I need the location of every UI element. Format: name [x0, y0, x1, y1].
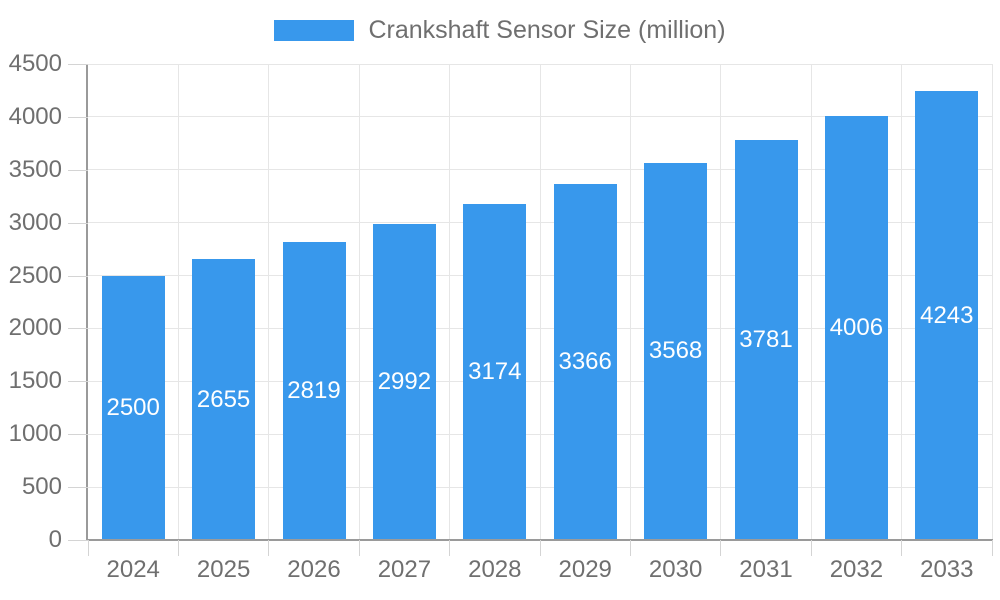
x-axis-label: 2033	[920, 556, 974, 583]
bar-value-label: 3568	[648, 337, 703, 365]
y-axis-label: 1000	[8, 420, 62, 448]
x-tick	[358, 540, 360, 556]
y-tick	[68, 116, 88, 118]
bar-2024[interactable]: 2500	[101, 275, 165, 540]
x-axis-label: 2032	[829, 556, 884, 583]
legend[interactable]: Crankshaft Sensor Size (million)	[0, 8, 1000, 52]
x-tick	[87, 540, 89, 556]
legend-swatch	[274, 19, 355, 41]
bar-2031[interactable]: 3781	[734, 140, 798, 540]
y-axis-line	[86, 64, 88, 541]
bar-value-label: 2655	[196, 385, 251, 413]
x-axis-label: 2024	[106, 556, 160, 583]
v-gridline	[991, 64, 993, 540]
plot-area: 2500 2655 2819 2992 3174 3366 3568 3781 4006 4243	[88, 63, 993, 540]
y-tick	[68, 222, 88, 224]
bar-value-label: 2992	[377, 367, 432, 395]
bar-2026[interactable]: 2819	[282, 241, 346, 540]
x-tick	[810, 540, 812, 556]
bar-2028[interactable]: 3174	[463, 204, 527, 540]
bar-2025[interactable]: 2655	[192, 259, 256, 540]
y-axis-label: 500	[21, 473, 62, 501]
bar-value-label: 4006	[829, 314, 884, 342]
x-tick	[901, 540, 903, 556]
bar-2030[interactable]: 3568	[644, 162, 708, 540]
bar-value-label: 3174	[468, 358, 522, 386]
bar-2032[interactable]: 4006	[824, 116, 888, 540]
y-axis-label: 2500	[8, 261, 62, 289]
v-gridline	[177, 64, 179, 540]
v-gridline	[810, 64, 812, 540]
y-tick	[68, 381, 88, 383]
y-tick	[68, 328, 88, 330]
x-tick	[720, 540, 722, 556]
x-axis-label: 2029	[558, 556, 612, 583]
y-axis-label: 3000	[8, 208, 62, 236]
x-axis-label: 2030	[648, 556, 703, 583]
v-gridline	[720, 64, 722, 540]
y-axis-label: 1500	[8, 367, 62, 395]
x-axis-label: 2026	[287, 556, 341, 583]
v-gridline	[449, 64, 451, 540]
bar-value-label: 2819	[287, 376, 341, 404]
v-gridline	[539, 64, 541, 540]
v-gridline	[358, 64, 360, 540]
v-gridline	[268, 64, 270, 540]
x-axis-label: 2028	[468, 556, 522, 583]
bar-2029[interactable]: 3366	[553, 183, 617, 540]
x-axis-label: 2025	[196, 556, 251, 583]
y-tick	[68, 275, 88, 277]
y-axis-label: 4000	[8, 102, 62, 130]
bar-value-label: 3366	[558, 347, 612, 375]
x-tick	[268, 540, 270, 556]
y-tick	[68, 540, 88, 541]
y-axis-label: 4500	[8, 50, 62, 77]
x-tick	[449, 540, 451, 556]
bar-value-label: 4243	[920, 301, 974, 329]
bar-2027[interactable]: 2992	[372, 223, 436, 540]
y-axis-label: 0	[48, 526, 62, 553]
y-tick	[68, 169, 88, 171]
bar-value-label: 3781	[739, 326, 793, 354]
legend-label: Crankshaft Sensor Size (million)	[368, 15, 726, 44]
bar-2033[interactable]: 4243	[915, 91, 979, 540]
x-tick	[991, 540, 993, 556]
x-axis-label: 2027	[377, 556, 432, 583]
y-tick	[68, 434, 88, 436]
x-tick	[539, 540, 541, 556]
y-axis-label: 2000	[8, 314, 62, 342]
x-tick	[177, 540, 179, 556]
y-tick	[68, 64, 88, 65]
x-tick	[629, 540, 631, 556]
bar-value-label: 2500	[106, 393, 160, 421]
v-gridline	[901, 64, 903, 540]
x-axis-label: 2031	[739, 556, 793, 583]
y-axis-label: 3500	[8, 155, 62, 183]
v-gridline	[629, 64, 631, 540]
y-tick	[68, 487, 88, 489]
